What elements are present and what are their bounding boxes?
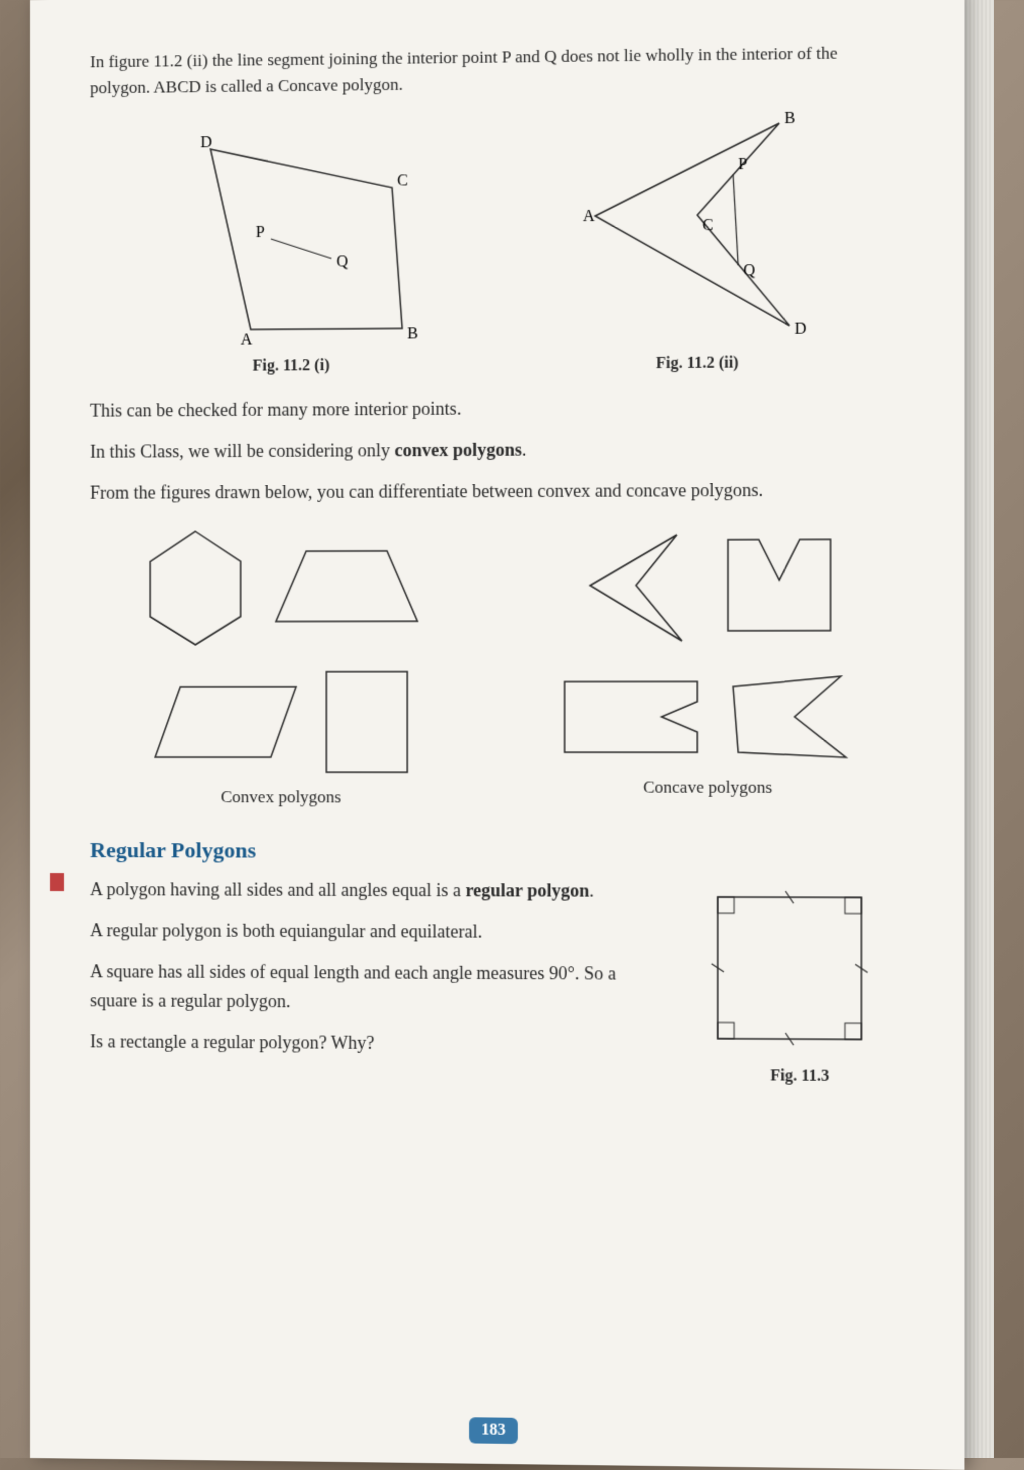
hexagon-icon (140, 527, 251, 648)
concave-label: Concave polygons (514, 778, 903, 799)
convex-label: Convex polygons (90, 787, 473, 808)
m-shape-icon (718, 530, 841, 642)
figure-11-3: Fig. 11.3 (697, 877, 902, 1087)
label-D: D (200, 134, 212, 151)
rectangle-icon (321, 667, 412, 778)
heading-regular-polygons: Regular Polygons (90, 838, 903, 866)
square-svg (697, 877, 882, 1060)
para2a: In this Class, we will be considering on… (90, 440, 395, 462)
regp1b: regular polygon (465, 881, 589, 902)
label-A2: A (583, 208, 595, 225)
label-Q2: Q (743, 262, 755, 279)
reg-para-3: A square has all sides of equal length a… (90, 957, 667, 1018)
para2c: . (522, 439, 527, 459)
page-number: 183 (469, 1417, 518, 1444)
regular-polygon-section: A polygon having all sides and all angle… (90, 876, 903, 1087)
reg-para-2: A regular polygon is both equiangular an… (90, 916, 667, 947)
label-C: C (397, 172, 408, 189)
reg-para-1: A polygon having all sides and all angle… (90, 876, 667, 907)
arrowhead-icon (575, 525, 697, 647)
reg-para-4: Is a rectangle a regular polygon? Why? (90, 1027, 667, 1059)
fig-caption-2: Fig. 11.2 (ii) (565, 354, 831, 374)
label-B2: B (784, 110, 795, 127)
label-A: A (241, 331, 253, 348)
para-checked: This can be checked for many more interi… (90, 392, 903, 426)
fig-caption-3: Fig. 11.3 (697, 1067, 902, 1086)
textbook-page: In figure 11.2 (ii) the line segment joi… (30, 0, 964, 1470)
shapes-row: Convex polygons Concave polygons (90, 524, 903, 808)
concave-shapes (514, 524, 903, 768)
label-D2: D (795, 321, 807, 338)
label-B: B (407, 325, 418, 342)
para-differentiate: From the figures drawn below, you can di… (90, 475, 903, 507)
regp1c: . (589, 881, 594, 901)
notch-rect-icon (560, 672, 703, 763)
concave-quad-svg: A B C D P Q (565, 102, 831, 347)
convex-shapes (90, 526, 473, 778)
figure-row-1: D C B A P Q Fig. 11.2 (i) A B C D P Q Fi… (90, 102, 903, 377)
pacman-icon (723, 667, 856, 768)
para2b: convex polygons (395, 439, 522, 460)
regp1a: A polygon having all sides and all angle… (90, 880, 465, 901)
trapezoid-icon (271, 536, 423, 637)
label-Q: Q (336, 253, 348, 270)
intro-paragraph: In figure 11.2 (ii) the line segment joi… (90, 40, 903, 101)
para-class: In this Class, we will be considering on… (90, 433, 903, 466)
fig-caption-1: Fig. 11.2 (i) (160, 356, 422, 376)
section-bullet (50, 873, 64, 891)
convex-quad-svg: D C B A P Q (160, 127, 422, 350)
label-P: P (256, 224, 265, 241)
figure-11-2-ii: A B C D P Q Fig. 11.2 (ii) (565, 102, 831, 373)
parallelogram-icon (150, 677, 301, 767)
label-C2: C (702, 217, 713, 234)
figure-11-2-i: D C B A P Q Fig. 11.2 (i) (160, 127, 422, 376)
label-P2: P (738, 156, 747, 173)
